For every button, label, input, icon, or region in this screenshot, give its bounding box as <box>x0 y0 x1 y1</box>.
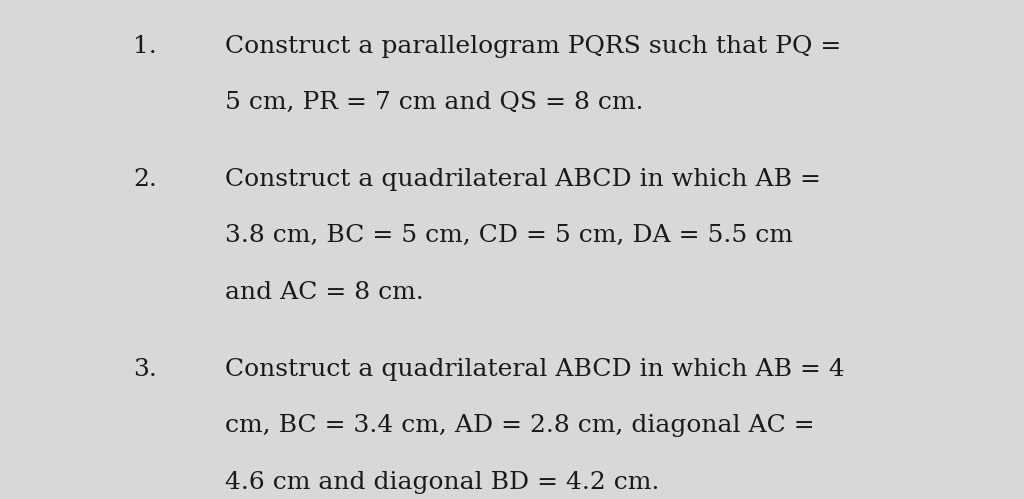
Text: cm, BC = 3.4 cm, AD = 2.8 cm, diagonal AC =: cm, BC = 3.4 cm, AD = 2.8 cm, diagonal A… <box>225 414 815 437</box>
Text: Construct a quadrilateral ABCD in which AB = 4: Construct a quadrilateral ABCD in which … <box>225 358 845 381</box>
Text: Construct a quadrilateral ABCD in which AB =: Construct a quadrilateral ABCD in which … <box>225 168 821 191</box>
Text: 5 cm, PR = 7 cm and QS = 8 cm.: 5 cm, PR = 7 cm and QS = 8 cm. <box>225 91 644 114</box>
Text: 2.: 2. <box>133 168 157 191</box>
Text: 3.8 cm, BC = 5 cm, CD = 5 cm, DA = 5.5 cm: 3.8 cm, BC = 5 cm, CD = 5 cm, DA = 5.5 c… <box>225 225 793 248</box>
Text: and AC = 8 cm.: and AC = 8 cm. <box>225 281 424 304</box>
Text: 4.6 cm and diagonal BD = 4.2 cm.: 4.6 cm and diagonal BD = 4.2 cm. <box>225 471 659 494</box>
Text: Construct a parallelogram PQRS such that PQ =: Construct a parallelogram PQRS such that… <box>225 34 842 57</box>
Text: 3.: 3. <box>133 358 157 381</box>
Text: 1.: 1. <box>133 34 157 57</box>
